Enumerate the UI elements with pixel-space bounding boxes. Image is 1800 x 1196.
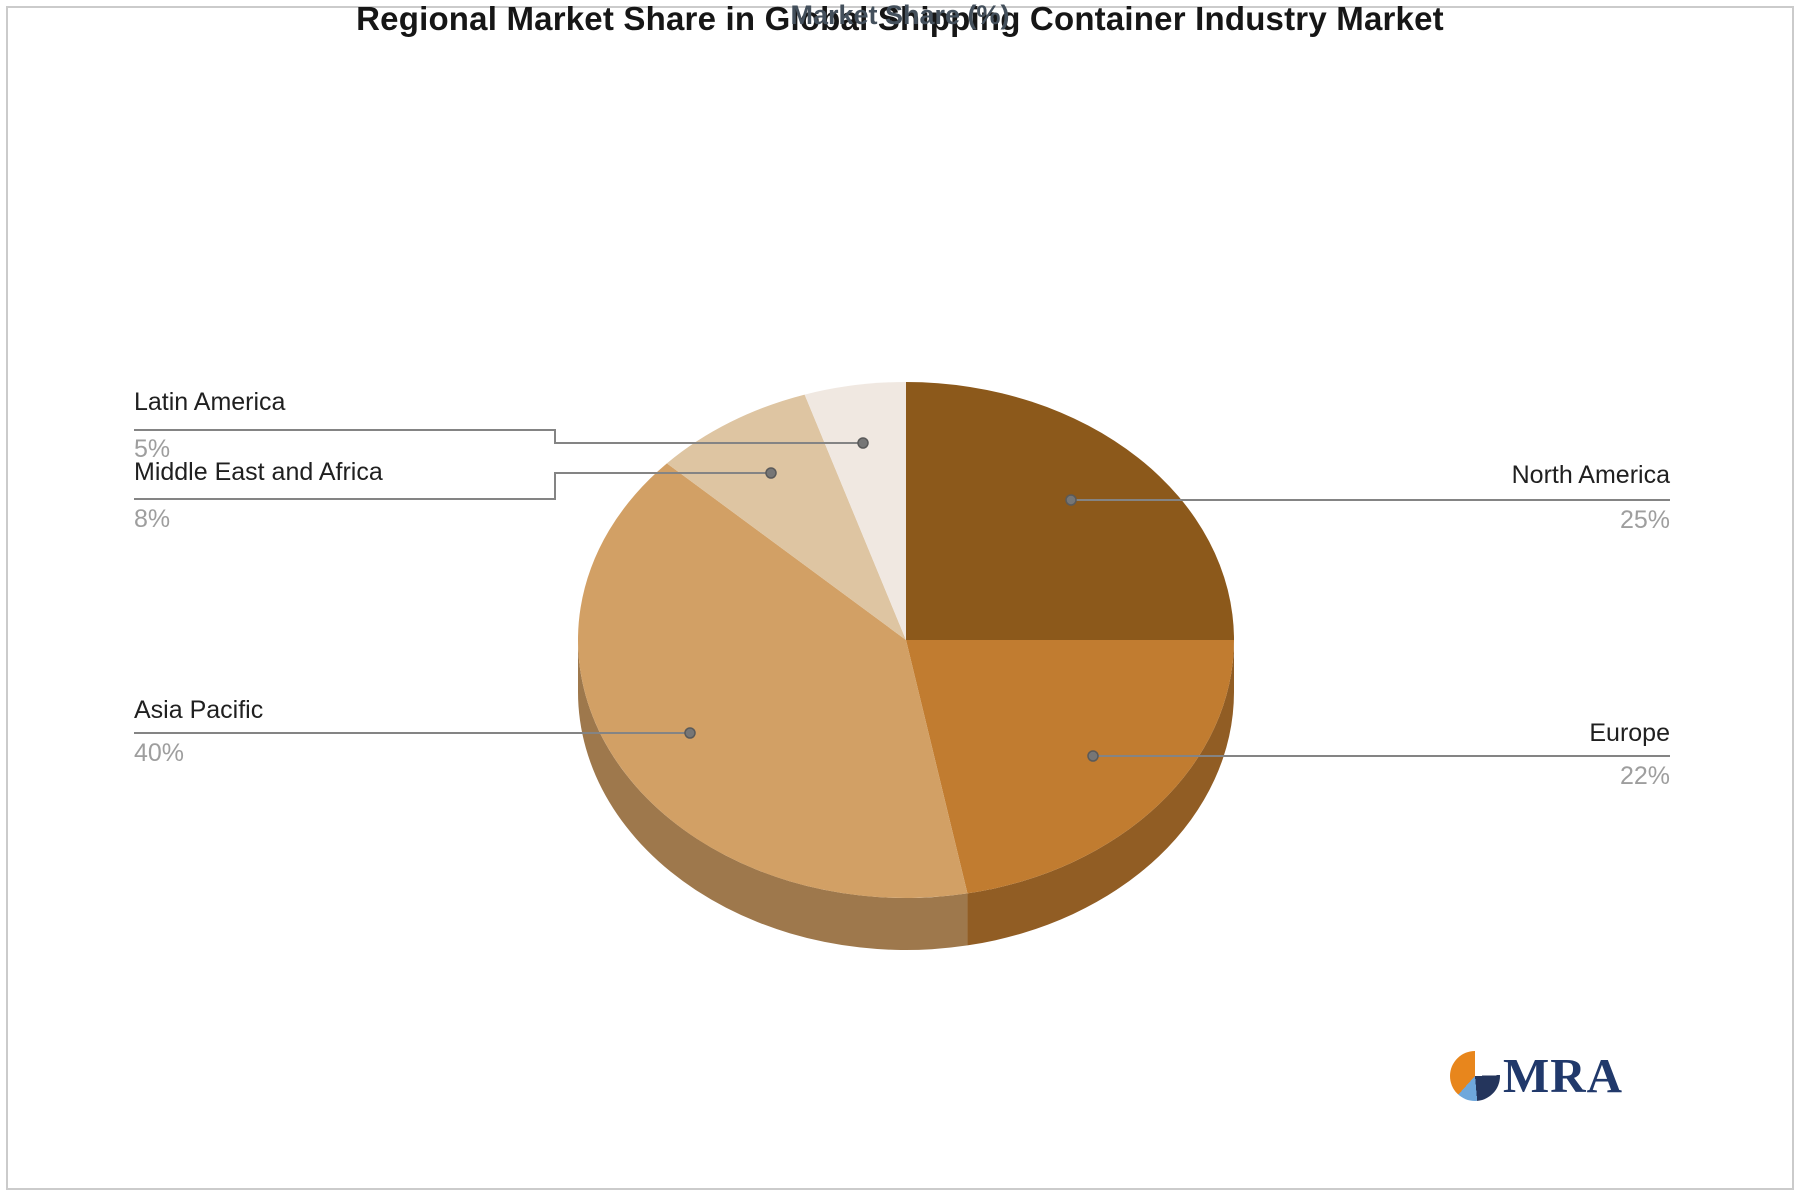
leader-dot-middle-east-and-africa: [765, 467, 777, 479]
pie-slice-depth-europe: [967, 640, 1234, 946]
brand-logo: MRA: [1450, 1051, 1623, 1101]
leader-dot-north-america: [1065, 494, 1077, 506]
pie-slice-europe: [906, 640, 1234, 894]
leader-dot-asia-pacific: [684, 727, 696, 739]
slice-label-latin-america: Latin America: [134, 388, 286, 416]
slice-value-europe: 22%: [1619, 762, 1670, 790]
leader-line-latin-america: [134, 429, 863, 444]
pie-slice-latin-america: [804, 382, 906, 640]
leader-dot-latin-america: [857, 437, 869, 449]
slice-label-north-america: North America: [1511, 461, 1670, 489]
slice-label-middle-east-and-africa: Middle East and Africa: [134, 458, 383, 486]
chart-title: Regional Market Share in Global Shipping…: [356, 0, 1444, 37]
slice-value-latin-america: 5%: [134, 435, 171, 463]
chart-subtitle: Market Share (%): [790, 0, 1010, 30]
pie-slice-depth-asia-pacific: [578, 640, 968, 950]
leader-dot-europe: [1087, 750, 1099, 762]
pie-slice-middle-east-and-africa: [666, 394, 906, 640]
brand-logo-pie-icon: [1450, 1051, 1500, 1101]
brand-logo-text: MRA: [1503, 1048, 1624, 1103]
slice-value-north-america: 25%: [1619, 506, 1670, 534]
slice-label-asia-pacific: Asia Pacific: [134, 696, 264, 724]
slice-label-europe: Europe: [1589, 719, 1670, 747]
leader-line-middle-east-and-africa: [134, 472, 771, 500]
pie-slice-north-america: [906, 382, 1234, 640]
pie-slice-asia-pacific: [578, 463, 968, 898]
slice-value-middle-east-and-africa: 8%: [134, 505, 171, 533]
slice-value-asia-pacific: 40%: [134, 739, 185, 767]
